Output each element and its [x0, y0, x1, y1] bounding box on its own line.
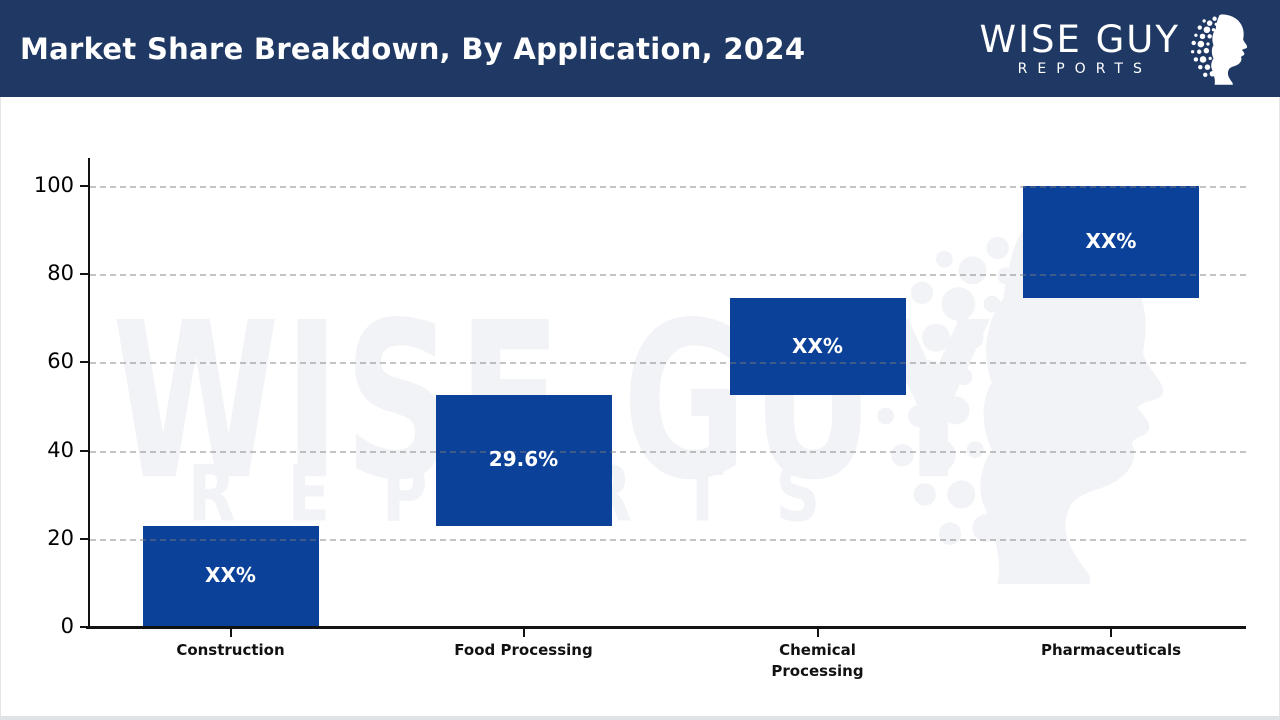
bar-value-label: XX% [205, 563, 256, 588]
wiseguy-logo: WISE GUY REPORTS [980, 7, 1252, 91]
x-tick-mark-2 [816, 629, 819, 637]
wiseguy-logo-text: WISE GUY REPORTS [980, 21, 1180, 76]
bar-food-processing [435, 395, 612, 526]
bar-value-label: XX% [792, 333, 843, 358]
y-tick-label-0: 0 [60, 614, 74, 638]
header-bar: Market Share Breakdown, By Application, … [0, 0, 1280, 97]
logo-reports-label: REPORTS [1017, 61, 1152, 77]
grid-line-100 [90, 186, 1246, 188]
grid-line-80 [90, 274, 1246, 277]
y-tick-label-100: 100 [33, 173, 74, 197]
y-axis-line [88, 158, 90, 629]
x-category-label-line: Construction [176, 641, 285, 659]
grid-line-40 [90, 450, 1246, 453]
x-tick-mark-0 [229, 629, 232, 637]
watermark-face-icon [877, 225, 1164, 584]
y-tick-mark-0 [80, 626, 89, 628]
y-tick-label-40: 40 [47, 437, 74, 462]
page-title: Market Share Breakdown, By Application, … [20, 31, 806, 66]
y-tick-label-80: 80 [47, 261, 74, 286]
y-tick-mark-40 [80, 449, 89, 452]
x-category-label: Pharmaceuticals [1016, 640, 1206, 661]
bar-pharmaceuticals [1023, 186, 1199, 298]
x-axis-line [86, 626, 1246, 629]
y-tick-mark-20 [80, 537, 89, 540]
x-category-label-line: Food Processing [454, 641, 593, 659]
y-tick-mark-100 [80, 185, 89, 187]
x-category-label: Food Processing [429, 640, 619, 661]
bottom-edge-band [0, 716, 1280, 720]
x-category-label-line: Processing [771, 662, 864, 680]
bar-chemical-processing [729, 298, 906, 396]
logo-wise-guy-label: WISE GUY [979, 18, 1180, 61]
x-category-label-line: Pharmaceuticals [1040, 641, 1182, 659]
bar-value-label: XX% [1085, 229, 1137, 253]
grid-line-60 [90, 362, 1246, 365]
y-tick-label-60: 60 [47, 349, 74, 374]
x-tick-mark-1 [522, 629, 525, 637]
grid-line-20 [90, 538, 1246, 541]
wiseguy-face-icon [1190, 13, 1248, 85]
x-category-label: Construction [136, 640, 326, 661]
bar-value-label: 29.6% [488, 447, 559, 472]
x-tick-mark-3 [1110, 629, 1112, 637]
x-category-label: Chemical Processing [723, 640, 913, 682]
y-tick-mark-60 [80, 361, 89, 364]
y-tick-label-20: 20 [47, 525, 74, 550]
y-tick-mark-80 [80, 273, 89, 276]
x-category-label-line: Chemical [779, 641, 856, 659]
bar-construction [142, 525, 319, 627]
